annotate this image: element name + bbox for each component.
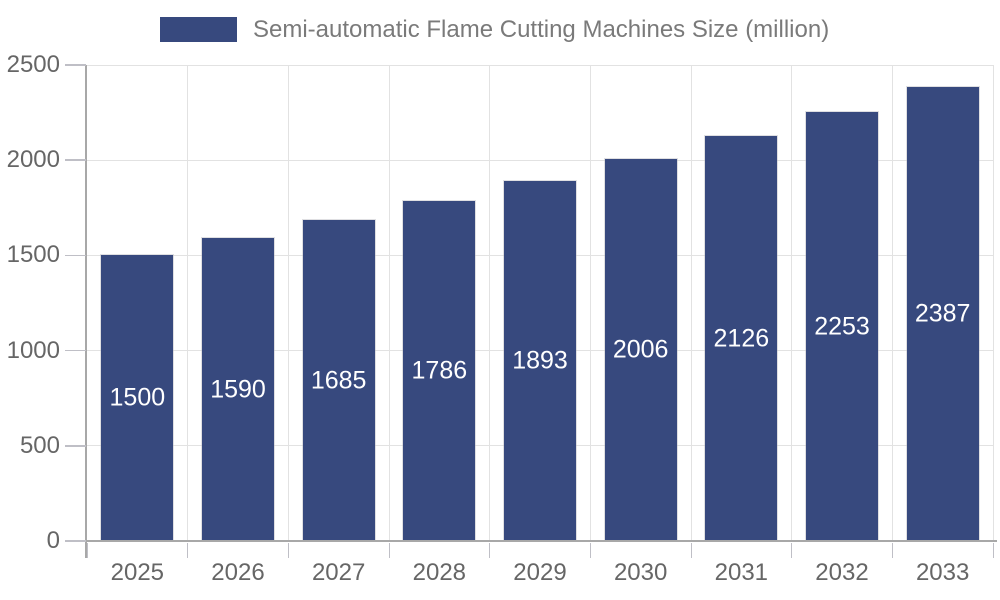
x-axis-tick [489,543,491,558]
v-gridline [690,65,692,541]
x-axis-tick [287,543,289,558]
h-gridline [87,64,993,66]
v-gridline [589,65,591,541]
bar-value-label: 2126 [713,324,770,353]
bar-value-label: 1786 [411,356,468,385]
bar[interactable]: 2126 [705,136,778,541]
y-axis-tick [65,540,86,542]
x-axis-tick-label: 2033 [915,559,970,586]
x-axis-tick [992,543,994,558]
legend-label: Semi-automatic Flame Cutting Machines Si… [253,15,830,43]
v-gridline [489,65,491,541]
x-axis-tick-label: 2032 [815,559,869,586]
bar-value-label: 1685 [310,366,367,395]
y-axis-tick [65,349,86,352]
v-gridline [791,65,793,541]
bar[interactable]: 1500 [101,255,174,541]
v-gridline [891,65,893,541]
v-gridline [287,65,289,541]
x-axis-tick-label: 2026 [211,559,265,586]
y-axis-tick-label: 1500 [6,241,60,269]
legend-swatch [160,17,237,42]
y-axis-tick-label: 500 [19,431,60,459]
bar[interactable]: 1685 [302,220,375,541]
y-axis-tick-label: 0 [46,527,60,554]
x-axis-tick [791,543,793,558]
x-axis-tick [589,543,591,558]
bar-value-label: 1500 [109,383,166,412]
bar-value-label: 2006 [612,335,669,364]
bar[interactable]: 1786 [403,200,476,541]
x-axis-tick [187,543,189,558]
y-axis-tick [65,64,86,66]
x-axis-tick-label: 2027 [311,559,366,586]
y-axis-tick-label: 2500 [6,51,60,78]
bar[interactable]: 2253 [806,112,878,541]
v-gridline [388,65,390,541]
bar[interactable]: 2006 [604,159,677,541]
bar-value-label: 2387 [914,299,971,328]
y-axis-tick [65,445,86,447]
h-gridline [87,159,993,161]
x-axis-tick [891,543,893,558]
x-axis-tick [86,543,88,558]
v-gridline [187,65,189,541]
y-axis-tick-label: 1000 [6,336,60,364]
x-axis-tick-label: 2025 [110,559,165,586]
bar-value-label: 2253 [814,312,870,340]
legend-item[interactable]: Semi-automatic Flame Cutting Machines Si… [160,15,830,43]
y-axis-tick [65,159,86,161]
y-axis-tick-label: 2000 [6,146,60,174]
y-axis-tick [65,254,86,257]
x-axis-tick-label: 2029 [513,559,567,586]
x-axis-tick-label: 2030 [613,559,668,586]
bar-value-label: 1893 [512,346,568,375]
bar[interactable]: 1893 [504,180,576,541]
bar[interactable]: 1590 [202,238,274,541]
x-axis-tick-label: 2028 [412,559,467,586]
y-axis-line [85,65,87,558]
x-axis-line [65,540,997,542]
v-gridline [992,65,994,541]
bar-value-label: 1590 [210,375,266,404]
x-axis-tick [690,543,692,558]
bar[interactable]: 2387 [906,86,979,541]
x-axis-tick [388,543,390,558]
x-axis-tick-label: 2031 [714,559,769,586]
